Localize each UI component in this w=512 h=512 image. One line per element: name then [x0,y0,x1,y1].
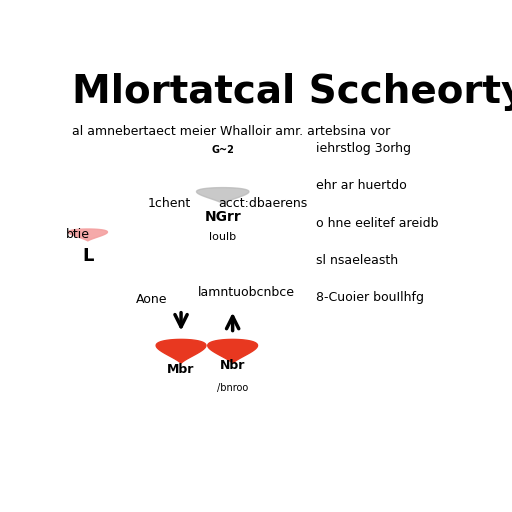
Text: 1chent: 1chent [147,197,191,210]
Text: btie: btie [66,228,90,241]
Polygon shape [197,187,249,203]
Text: Aone: Aone [136,293,167,307]
Text: al amnebertaect meier Whalloir amr. artebsina vor: al amnebertaect meier Whalloir amr. arte… [72,124,390,138]
Text: iehrstlog 3orhg: iehrstlog 3orhg [316,142,411,155]
Text: Mbr: Mbr [167,363,195,376]
Text: NGrr: NGrr [204,210,241,224]
Text: G~2: G~2 [211,145,234,155]
Text: ehr ar huertdo: ehr ar huertdo [316,179,407,192]
Text: lamntuobcnbce: lamntuobcnbce [198,286,295,298]
Text: acct:dbaerens: acct:dbaerens [218,197,307,210]
Polygon shape [68,229,108,241]
Text: o hne eelitef areidb: o hne eelitef areidb [316,217,438,229]
Text: sl nsaeleasth: sl nsaeleasth [316,254,398,267]
Text: L: L [82,247,94,265]
Text: Nbr: Nbr [220,359,245,372]
Text: /bnroo: /bnroo [217,383,248,393]
Text: 8-Cuoier bouIlhfg: 8-Cuoier bouIlhfg [316,291,424,305]
Text: Mlortatcal Sccheorty: Mlortatcal Sccheorty [72,73,512,111]
Text: loulb: loulb [209,232,236,242]
Polygon shape [208,339,258,363]
Polygon shape [156,339,206,363]
